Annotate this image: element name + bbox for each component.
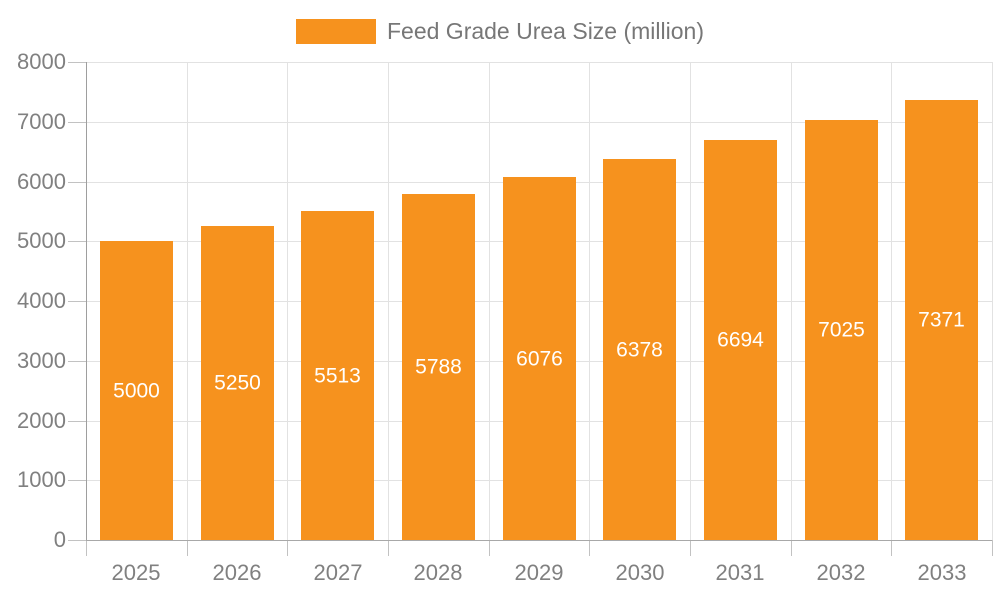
y-axis-tick-label: 0 xyxy=(53,527,66,552)
gridline-h xyxy=(86,122,992,123)
gridline-v xyxy=(992,62,993,540)
bar: 5250 xyxy=(201,226,274,540)
y-axis-tick-label: 2000 xyxy=(17,408,66,433)
y-axis-tick xyxy=(68,301,86,302)
x-axis-tick xyxy=(690,540,691,556)
gridline-v xyxy=(791,62,792,540)
bar-value-label: 5250 xyxy=(214,371,261,395)
y-axis-tick-label: 8000 xyxy=(17,49,66,74)
x-axis-tick-label: 2029 xyxy=(514,560,564,585)
x-axis-tick xyxy=(992,540,993,556)
bar-value-label: 5000 xyxy=(113,379,160,402)
y-axis-tick-label: 7000 xyxy=(17,109,66,134)
y-axis-tick xyxy=(68,361,86,362)
y-axis-tick xyxy=(68,421,86,422)
gridline-v xyxy=(388,62,389,540)
y-axis-tick-label: 4000 xyxy=(17,288,66,313)
y-axis-tick-label: 1000 xyxy=(17,467,66,492)
x-axis-tick xyxy=(891,540,892,556)
x-axis-line xyxy=(86,540,992,541)
y-axis-tick xyxy=(68,480,86,481)
bar-value-label: 7025 xyxy=(818,318,865,342)
x-axis-tick xyxy=(489,540,490,556)
y-axis-tick xyxy=(68,62,86,63)
y-axis-tick xyxy=(68,122,86,123)
x-axis-tick-label: 2028 xyxy=(413,560,463,585)
x-axis-tick-label: 2027 xyxy=(313,560,363,585)
legend-swatch xyxy=(295,19,376,44)
x-axis-tick-label: 2026 xyxy=(212,560,262,585)
bar-value-label: 5788 xyxy=(415,355,462,379)
y-axis-tick-label: 5000 xyxy=(17,228,66,253)
legend: Feed Grade Urea Size (million) xyxy=(0,18,1000,45)
x-axis-tick-label: 2033 xyxy=(917,560,967,585)
x-axis-tick xyxy=(187,540,188,556)
bar-value-label: 6378 xyxy=(616,338,663,361)
gridline-v xyxy=(187,62,188,540)
bar: 5000 xyxy=(100,241,173,540)
x-axis-tick-label: 2031 xyxy=(715,560,765,585)
x-axis-tick xyxy=(791,540,792,556)
x-axis-tick-label: 2030 xyxy=(615,560,665,585)
legend-label: Feed Grade Urea Size (million) xyxy=(386,18,704,44)
bar-value-label: 6694 xyxy=(717,328,764,352)
gridline-v xyxy=(287,62,288,540)
y-axis-tick xyxy=(68,540,86,541)
bar-value-label: 7371 xyxy=(918,308,965,332)
y-axis-tick xyxy=(68,241,86,242)
x-axis-tick-label: 2025 xyxy=(111,560,161,585)
x-axis-tick xyxy=(86,540,87,556)
bar: 6694 xyxy=(704,140,777,540)
x-axis-tick xyxy=(388,540,389,556)
x-axis-tick-label: 2032 xyxy=(816,560,866,585)
bar: 6378 xyxy=(603,159,676,540)
gridline-v xyxy=(589,62,590,540)
gridline-h xyxy=(86,62,992,63)
y-axis-tick xyxy=(68,182,86,183)
x-axis-tick xyxy=(589,540,590,556)
bar: 6076 xyxy=(503,177,576,540)
y-axis-tick-label: 3000 xyxy=(17,348,66,373)
gridline-v xyxy=(690,62,691,540)
bar-value-label: 5513 xyxy=(314,364,361,387)
y-axis-line xyxy=(86,62,87,540)
bar: 5513 xyxy=(301,211,374,540)
bar: 7025 xyxy=(805,120,878,540)
gridline-v xyxy=(489,62,490,540)
bar: 5788 xyxy=(402,194,475,540)
y-axis-tick-label: 6000 xyxy=(17,169,66,194)
gridline-v xyxy=(891,62,892,540)
x-axis-tick xyxy=(287,540,288,556)
bar-value-label: 6076 xyxy=(516,347,563,370)
bar: 7371 xyxy=(905,100,978,540)
